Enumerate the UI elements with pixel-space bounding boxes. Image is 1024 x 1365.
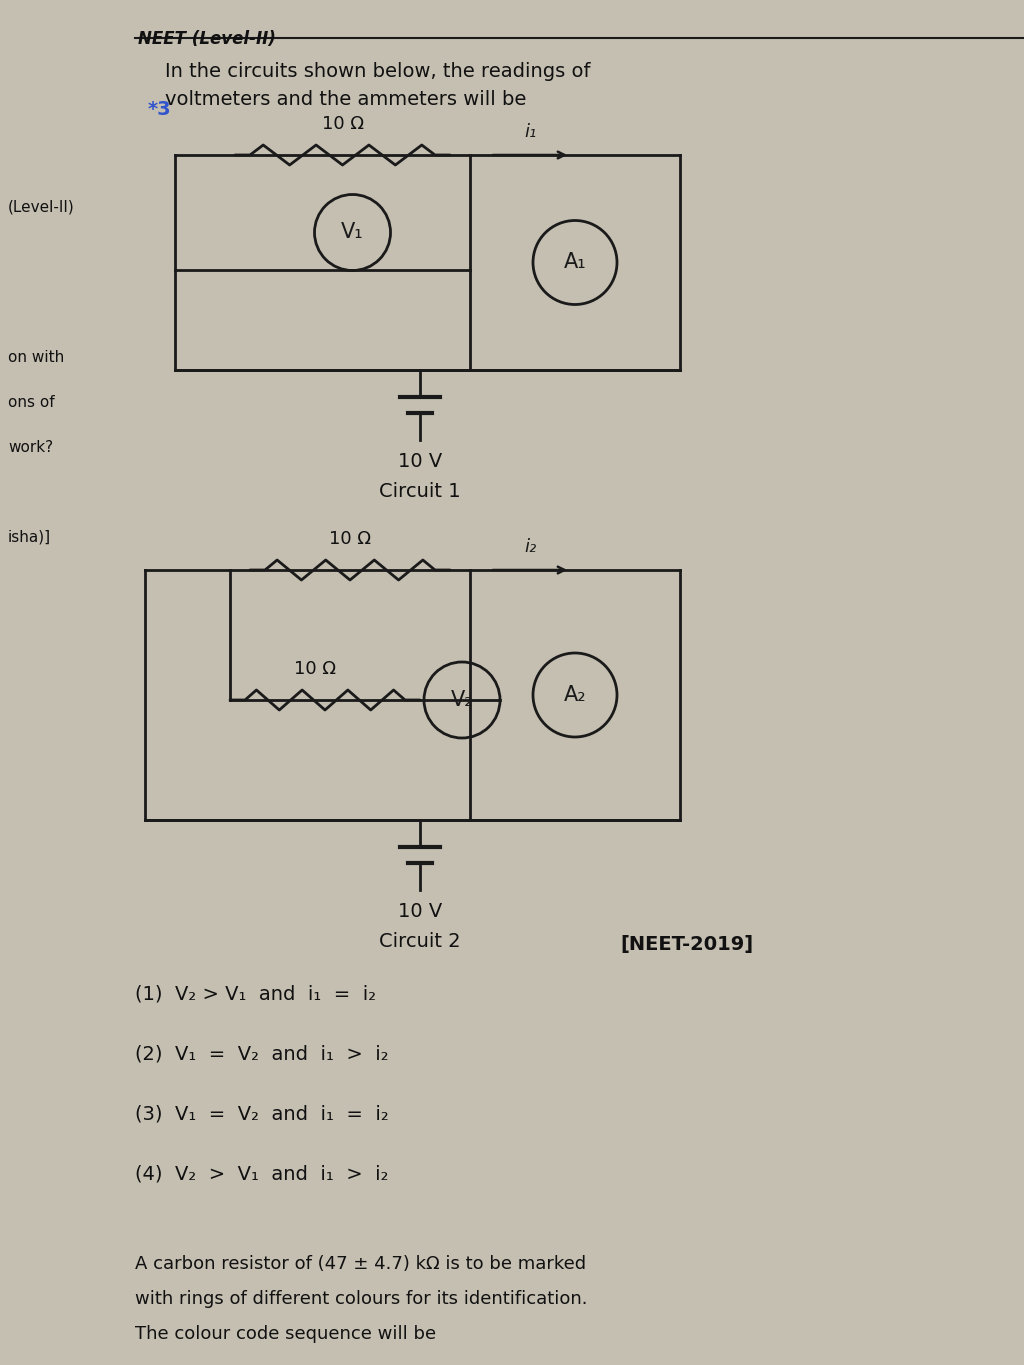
Text: (4)  V₂  >  V₁  and  i₁  >  i₂: (4) V₂ > V₁ and i₁ > i₂ (135, 1164, 388, 1183)
Text: Circuit 1: Circuit 1 (379, 482, 461, 501)
Text: In the circuits shown below, the readings of: In the circuits shown below, the reading… (165, 61, 591, 81)
Text: 10 V: 10 V (398, 902, 442, 921)
Text: voltmeters and the ammeters will be: voltmeters and the ammeters will be (165, 90, 526, 109)
Text: *3: *3 (148, 100, 172, 119)
Text: (2)  V₁  =  V₂  and  i₁  >  i₂: (2) V₁ = V₂ and i₁ > i₂ (135, 1046, 389, 1063)
Text: (1)  V₂ > V₁  and  i₁  =  i₂: (1) V₂ > V₁ and i₁ = i₂ (135, 986, 376, 1005)
Text: work?: work? (8, 440, 53, 455)
Text: on with: on with (8, 349, 65, 364)
Text: The colour code sequence will be: The colour code sequence will be (135, 1325, 436, 1343)
Text: ons of: ons of (8, 394, 54, 409)
Text: i₁: i₁ (524, 123, 537, 141)
Text: A₁: A₁ (563, 253, 587, 273)
Text: NEET (Level-II): NEET (Level-II) (138, 30, 275, 48)
Text: Circuit 2: Circuit 2 (379, 932, 461, 951)
Text: with rings of different colours for its identification.: with rings of different colours for its … (135, 1290, 588, 1308)
Text: A₂: A₂ (563, 685, 587, 704)
Text: [NEET-2019]: [NEET-2019] (620, 935, 753, 954)
Text: 10 Ω: 10 Ω (294, 661, 336, 678)
Text: V₂: V₂ (451, 689, 473, 710)
Text: 10 V: 10 V (398, 452, 442, 471)
Text: A carbon resistor of (47 ± 4.7) kΩ is to be marked: A carbon resistor of (47 ± 4.7) kΩ is to… (135, 1254, 586, 1274)
Text: (Level-II): (Level-II) (8, 201, 75, 216)
Text: V₁: V₁ (341, 222, 364, 243)
Text: 10 Ω: 10 Ω (322, 115, 364, 132)
Text: i₂: i₂ (524, 538, 537, 556)
Text: isha)]: isha)] (8, 530, 51, 545)
Text: (3)  V₁  =  V₂  and  i₁  =  i₂: (3) V₁ = V₂ and i₁ = i₂ (135, 1106, 389, 1123)
Text: 10 Ω: 10 Ω (329, 530, 371, 547)
